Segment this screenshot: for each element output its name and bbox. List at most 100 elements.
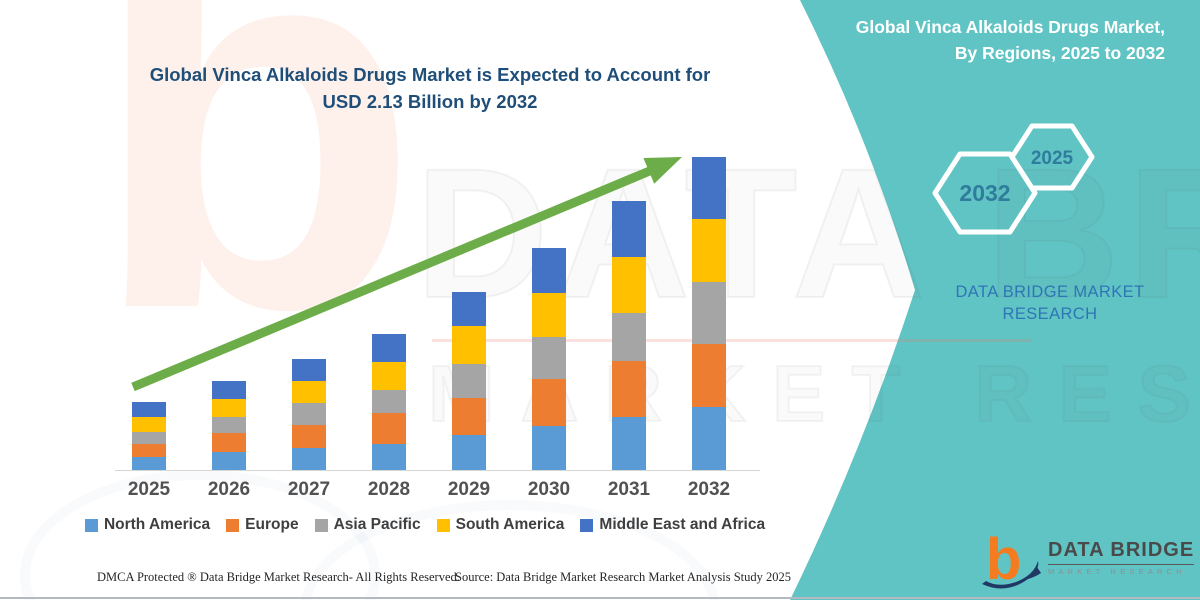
brand-text-line1: DATA BRIDGE MARKET [955,283,1145,301]
legend-label: Europe [245,516,299,533]
legend-swatch-icon [314,518,328,532]
x-axis-labels: 2025 2026 2027 2028 2029 2030 2031 2032 [115,479,760,503]
legend-item-middle-east-and-africa: Middle East and Africa [580,516,765,534]
bar-segment-middle-east-and-africa [292,359,326,381]
bar-segment-asia-pacific [212,417,246,433]
bar-segment-europe [612,361,646,417]
bar-segment-north-america [692,407,726,470]
side-panel-shape [790,0,1200,600]
chart-title-line1: Global Vinca Alkaloids Drugs Market is E… [149,64,711,85]
legend-swatch-icon [580,518,594,532]
hexagon-2032-icon [932,151,1038,235]
bar-2026 [212,381,246,470]
legend-item-asia-pacific: Asia Pacific [314,516,421,534]
bottom-border [0,597,1200,599]
bar-segment-europe [452,398,486,435]
bar-2028 [372,334,406,470]
footer-source-text: Source: Data Bridge Market Research Mark… [455,570,792,584]
x-axis-label-2027: 2027 [287,479,331,500]
bar-segment-middle-east-and-africa [452,292,486,326]
bar-segment-europe [132,444,166,457]
legend-label: Middle East and Africa [599,516,766,533]
legend-item-europe: Europe [226,516,299,534]
legend-item-south-america: South America [436,516,565,534]
logo-swoosh-tail-icon [1028,567,1041,579]
logo-subtitle: MARKET RESEARCH [1048,567,1186,576]
bar-segment-north-america [612,417,646,470]
logo-text: DATA BRIDGE MARKET RESEARCH [1048,527,1195,576]
legend-swatch-icon [84,518,98,532]
logo-name: DATA BRIDGE [1048,539,1195,565]
x-axis-label-2032: 2032 [687,479,731,500]
bar-segment-middle-east-and-africa [532,248,566,293]
bar-segment-south-america [692,219,726,282]
bar-segment-south-america [452,326,486,364]
side-panel-heading-line2: By Regions, 2025 to 2032 [954,43,1165,63]
logo-b-letter: b [986,527,1021,592]
bar-segment-asia-pacific [292,403,326,425]
bar-2030 [532,248,566,470]
bar-2032 [692,157,726,470]
bar-segment-north-america [372,444,406,470]
bar-segment-north-america [452,435,486,470]
bar-segment-south-america [532,293,566,337]
bar-segment-middle-east-and-africa [612,201,646,257]
hexagon-2032-label: 2032 [959,180,1010,206]
hexagon-badges: 2032 2025 [932,123,1095,235]
bar-segment-europe [292,425,326,448]
plot-area [115,150,760,471]
x-axis-label-2025: 2025 [127,479,171,500]
legend-label: North America [103,516,211,533]
legend-label: South America [455,516,565,533]
bar-segment-middle-east-and-africa [372,334,406,362]
bar-segment-north-america [532,426,566,470]
side-panel-heading: Global Vinca Alkaloids Drugs Market, By … [805,14,1165,66]
bar-2025 [132,402,166,470]
bar-segment-south-america [132,417,166,432]
bar-segment-europe [692,344,726,407]
bar-segment-south-america [292,381,326,403]
bar-2031 [612,201,646,470]
x-axis-label-2029: 2029 [447,479,491,500]
x-axis-label-2026: 2026 [207,479,251,500]
chart-title: Global Vinca Alkaloids Drugs Market is E… [110,61,750,115]
brand-text-line2: RESEARCH [1002,305,1098,323]
bar-segment-north-america [212,452,246,470]
bar-segment-middle-east-and-africa [692,157,726,219]
bar-segment-north-america [132,457,166,470]
bar-segment-north-america [292,448,326,470]
bar-segment-asia-pacific [132,432,166,444]
bar-segment-south-america [212,399,246,417]
bar-segment-middle-east-and-africa [212,381,246,399]
bar-segment-europe [372,413,406,444]
legend-label: Asia Pacific [333,516,421,533]
bar-segment-asia-pacific [692,282,726,344]
hexagon-2025-label: 2025 [1031,148,1074,169]
bar-segment-europe [532,379,566,426]
bar-segment-south-america [612,257,646,313]
chart-title-line2: USD 2.13 Billion by 2032 [322,91,538,112]
footer-dmca-text: DMCA Protected ® Data Bridge Market Rese… [97,570,460,584]
bar-segment-south-america [372,362,406,390]
dbmr-logo: b DATA BRIDGE MARKET RESEARCH [982,527,1195,595]
bar-segment-europe [212,433,246,452]
x-axis-label-2028: 2028 [367,479,411,500]
legend-item-north-america: North America [84,516,211,534]
legend-swatch-icon [436,518,450,532]
dbmr-logo-icon: b [982,527,1041,592]
legend-swatch-icon [226,518,240,532]
bar-segment-asia-pacific [612,313,646,361]
side-panel-brand-text: DATA BRIDGE MARKET RESEARCH [946,281,1154,325]
legend: North America Europe Asia Pacific South Ame… [84,516,765,534]
x-axis-label-2030: 2030 [527,479,571,500]
bar-2029 [452,292,486,470]
bar-segment-middle-east-and-africa [132,402,166,417]
bar-segment-asia-pacific [372,390,406,413]
bar-segment-asia-pacific [532,337,566,379]
bar-segment-asia-pacific [452,364,486,398]
side-panel-heading-line1: Global Vinca Alkaloids Drugs Market, [855,17,1165,37]
bar-2027 [292,359,326,470]
logo-swoosh-icon [982,561,1039,589]
